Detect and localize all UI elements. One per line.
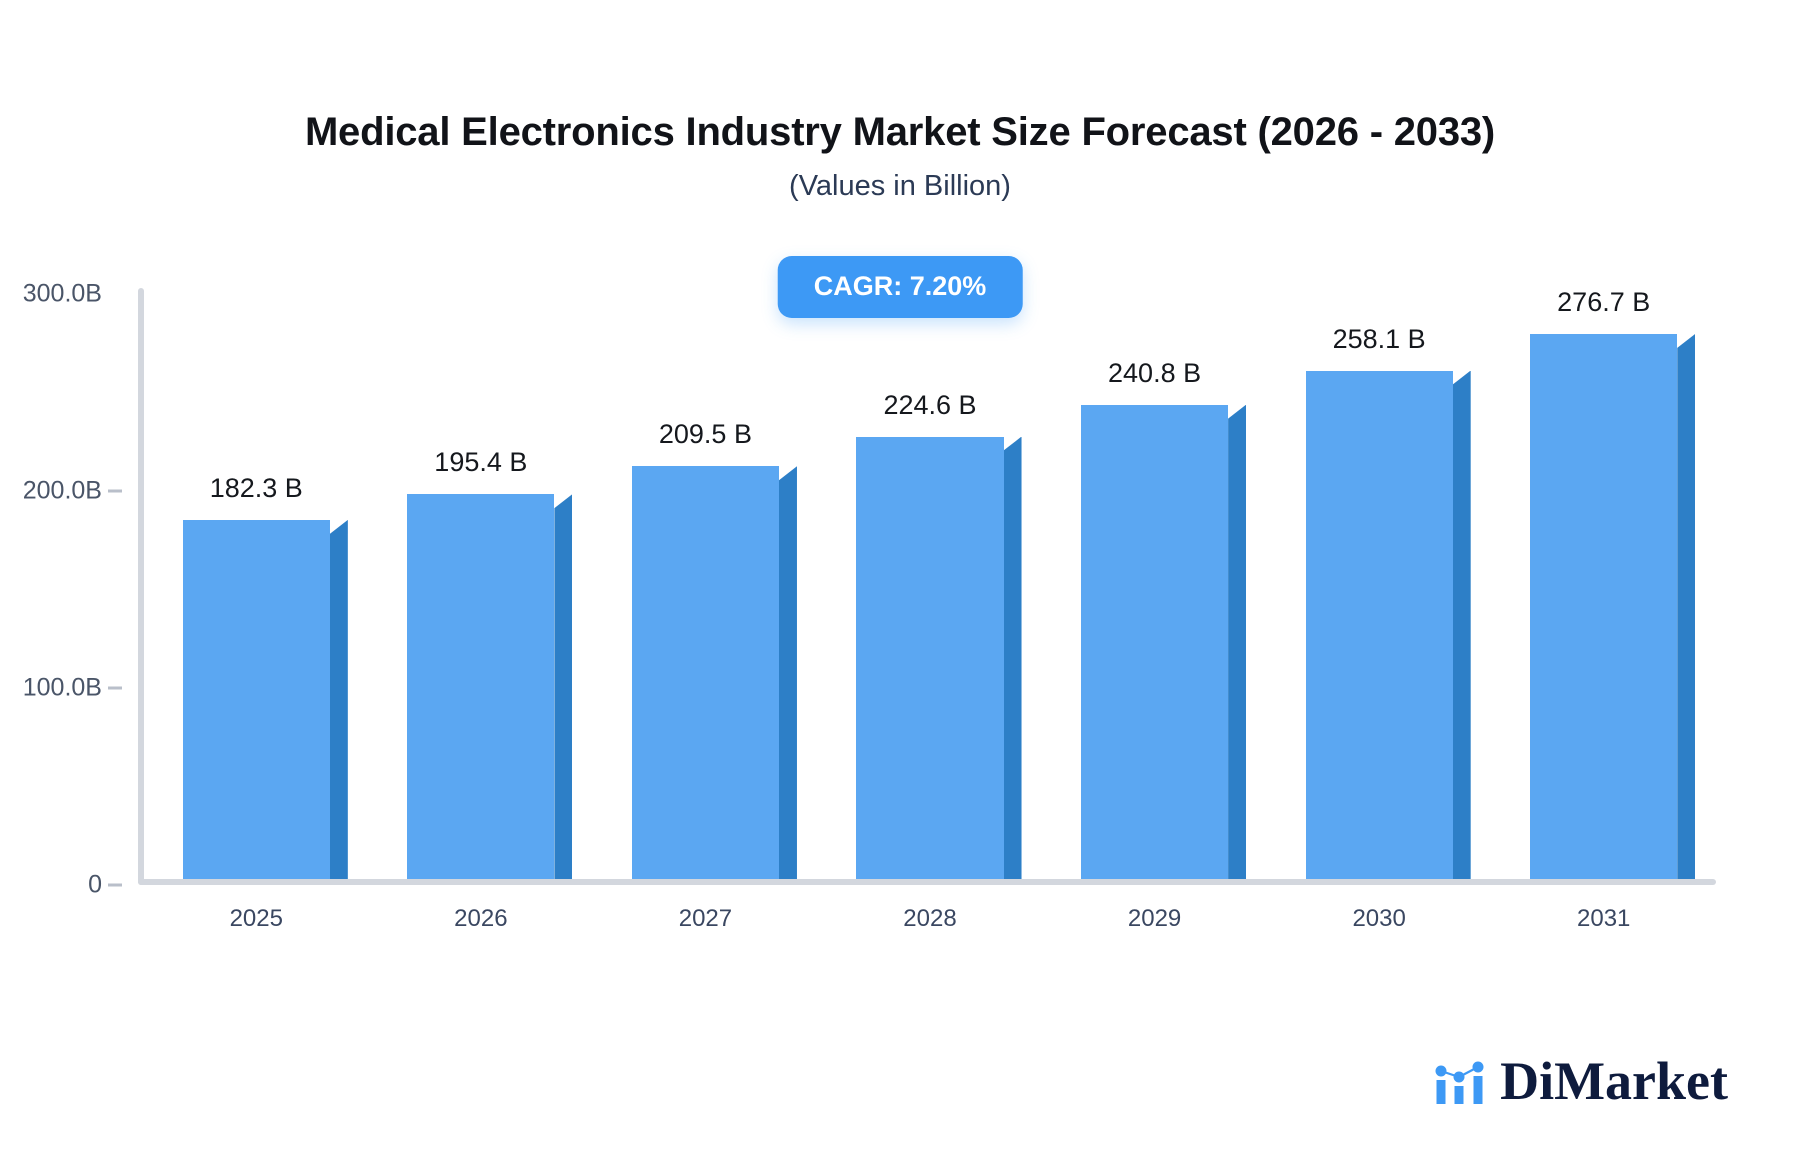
bar-side-face — [1452, 370, 1471, 879]
bar-value-label: 182.3 B — [209, 472, 303, 503]
bar-front-face — [1081, 404, 1229, 879]
bar-front-face — [1530, 333, 1678, 879]
y-axis-tick-label: 200.0B — [22, 476, 102, 505]
bar-side-face — [1003, 436, 1022, 879]
bar-front-face — [631, 466, 779, 879]
bar-2026[interactable]: 195.4 B — [407, 447, 573, 879]
bar-2027[interactable]: 209.5 B — [631, 419, 797, 879]
bar-side-face — [329, 519, 348, 879]
bar-value-label: 209.5 B — [658, 419, 752, 450]
x-axis-tick-label: 2025 — [229, 905, 283, 932]
bar-value-label: 240.8 B — [1108, 357, 1202, 388]
y-axis-tick-label: 100.0B — [22, 673, 102, 702]
bar-2028[interactable]: 224.6 B — [856, 390, 1022, 879]
x-axis-line — [138, 879, 1716, 885]
plot-area: 182.3 B 195.4 B 209.5 B 224.6 B 240.8 B 258.1… — [138, 287, 1716, 885]
bar-2030[interactable]: 258.1 B — [1305, 324, 1471, 879]
bar-value-label: 276.7 B — [1557, 286, 1651, 317]
bar-value-label: 195.4 B — [434, 447, 528, 478]
y-axis-tick-mark — [108, 489, 122, 493]
y-axis-tick-label: 0 — [88, 870, 102, 899]
y-axis-line — [138, 288, 144, 885]
bar-2025[interactable]: 182.3 B — [182, 473, 348, 879]
bar-side-face — [554, 494, 573, 879]
bar-series: 182.3 B 195.4 B 209.5 B 224.6 B 240.8 B 258.1… — [144, 287, 1716, 879]
bar-chart-icon — [1435, 1061, 1484, 1104]
x-axis-tick-label: 2029 — [1127, 905, 1182, 932]
bar-2031[interactable]: 276.7 B — [1530, 287, 1696, 879]
logo-wordmark: DiMarket — [1500, 1051, 1728, 1111]
bar-2029[interactable]: 240.8 B — [1081, 358, 1247, 879]
bar-front-face — [407, 494, 555, 879]
page-subtitle: (Values in Billion) — [789, 170, 1011, 202]
x-axis-tick-label: 2026 — [454, 905, 508, 932]
bar-value-label: 258.1 B — [1332, 323, 1426, 354]
bar-value-label: 224.6 B — [883, 389, 977, 420]
y-axis-labels: 0 100.0B 200.0B 300.0B — [0, 280, 130, 899]
bar-front-face — [1305, 370, 1453, 879]
bar-side-face — [778, 466, 797, 879]
page-title: Medical Electronics Industry Market Size… — [304, 110, 1496, 154]
brand-logo: DiMarket — [1434, 1054, 1728, 1108]
bar-front-face — [856, 436, 1004, 879]
y-axis-tick-label: 300.0B — [22, 279, 102, 308]
x-axis-tick-label: 2027 — [678, 905, 733, 932]
y-axis-tick-mark — [108, 883, 122, 887]
x-axis-tick-label: 2031 — [1577, 905, 1631, 932]
cagr-badge: CAGR: 7.20% — [777, 256, 1023, 318]
x-axis-tick-label: 2030 — [1352, 905, 1406, 932]
bar-side-face — [1677, 333, 1696, 879]
y-axis-tick-mark — [108, 686, 122, 690]
bar-front-face — [182, 519, 330, 879]
bar-side-face — [1228, 404, 1247, 879]
x-axis-tick-label: 2028 — [903, 905, 957, 932]
